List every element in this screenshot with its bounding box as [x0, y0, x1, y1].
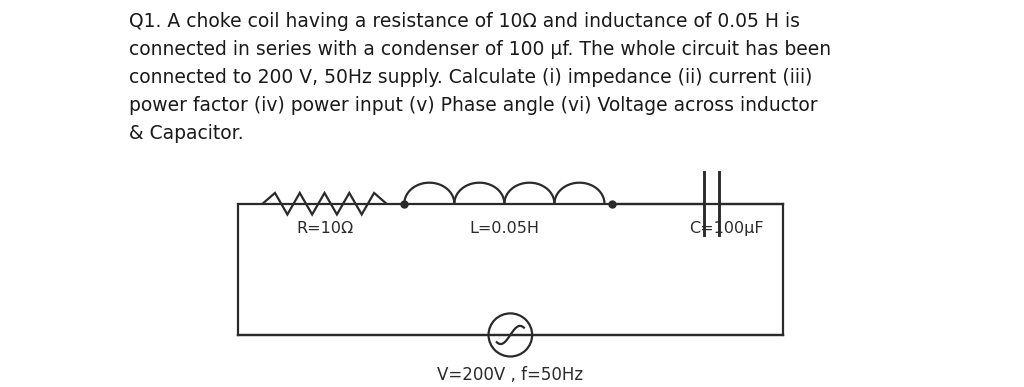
Text: V=200V , f=50Hz: V=200V , f=50Hz: [437, 366, 584, 384]
Text: R=10Ω: R=10Ω: [296, 221, 353, 236]
Text: C=100μF: C=100μF: [689, 221, 764, 236]
Text: L=0.05H: L=0.05H: [469, 221, 540, 236]
Text: Q1. A choke coil having a resistance of 10Ω and inductance of 0.05 H is
connecte: Q1. A choke coil having a resistance of …: [129, 12, 830, 143]
Circle shape: [488, 313, 532, 356]
